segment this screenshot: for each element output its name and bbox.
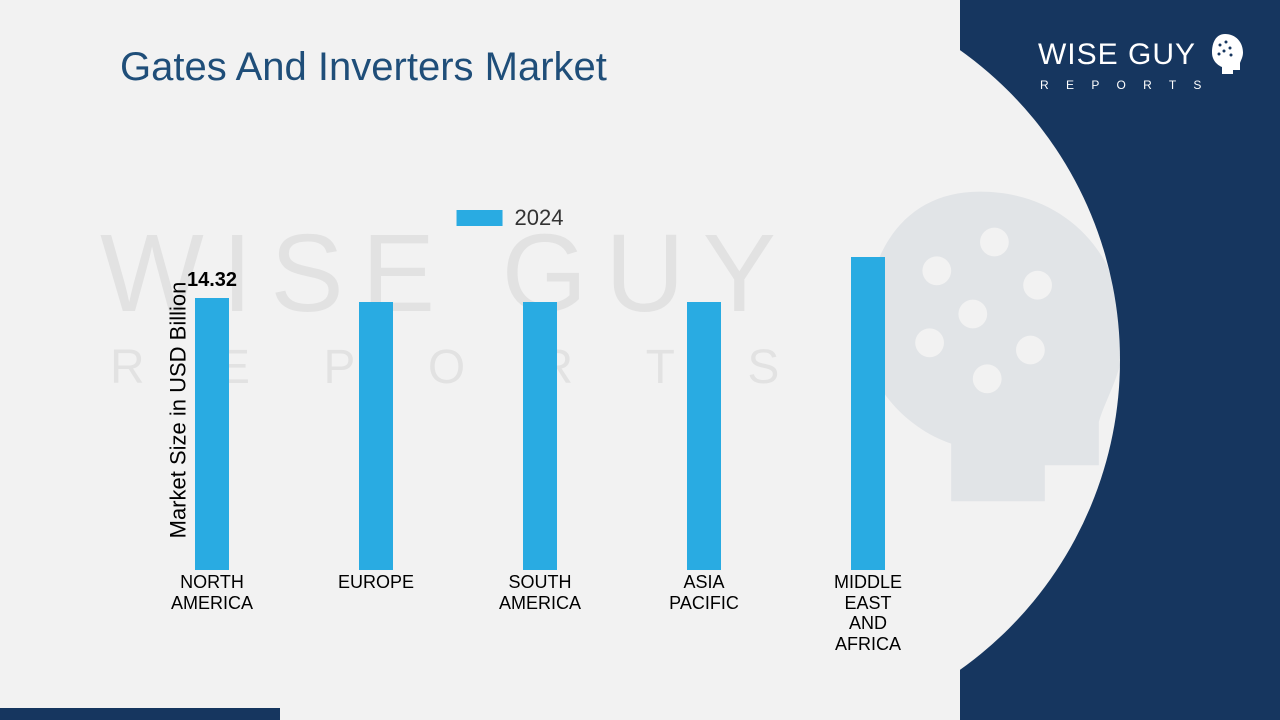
chart-plot: 14.32 xyxy=(130,190,950,570)
bar-value-label: 14.32 xyxy=(187,269,237,292)
x-axis-labels: NORTHAMERICA EUROPE SOUTHAMERICA ASIAPACIFI… xyxy=(130,572,950,662)
report-canvas: Gates And Inverters Market WISE GUY R E … xyxy=(0,0,1280,720)
bar xyxy=(523,302,557,570)
bar-group: 14.32 xyxy=(195,298,229,570)
brand-logo: WISE GUY R E P O R T S xyxy=(1038,30,1250,92)
brand-name: WISE GUY xyxy=(1038,38,1196,72)
bar-group xyxy=(359,302,393,570)
legend-label: 2024 xyxy=(515,205,564,231)
bar xyxy=(851,257,885,571)
bar-group xyxy=(523,302,557,570)
x-axis-label: EUROPE xyxy=(306,572,446,593)
page-title: Gates And Inverters Market xyxy=(120,45,607,90)
bar xyxy=(687,302,721,570)
x-axis-label: NORTHAMERICA xyxy=(142,572,282,613)
x-axis-label: ASIAPACIFIC xyxy=(634,572,774,613)
brand-head-icon xyxy=(1200,30,1250,80)
bar-group xyxy=(687,302,721,570)
x-axis-label: MIDDLEEASTANDAFRICA xyxy=(798,572,938,655)
bar-group xyxy=(851,257,885,571)
x-axis-label: SOUTHAMERICA xyxy=(470,572,610,613)
bottom-accent-bar xyxy=(0,708,280,720)
legend-swatch xyxy=(457,210,503,226)
brand-subtitle: R E P O R T S xyxy=(1040,78,1250,92)
bar xyxy=(359,302,393,570)
bar xyxy=(195,298,229,570)
chart-area: Market Size in USD Billion 2024 14.32 NO… xyxy=(60,150,960,670)
chart-legend: 2024 xyxy=(457,205,564,231)
